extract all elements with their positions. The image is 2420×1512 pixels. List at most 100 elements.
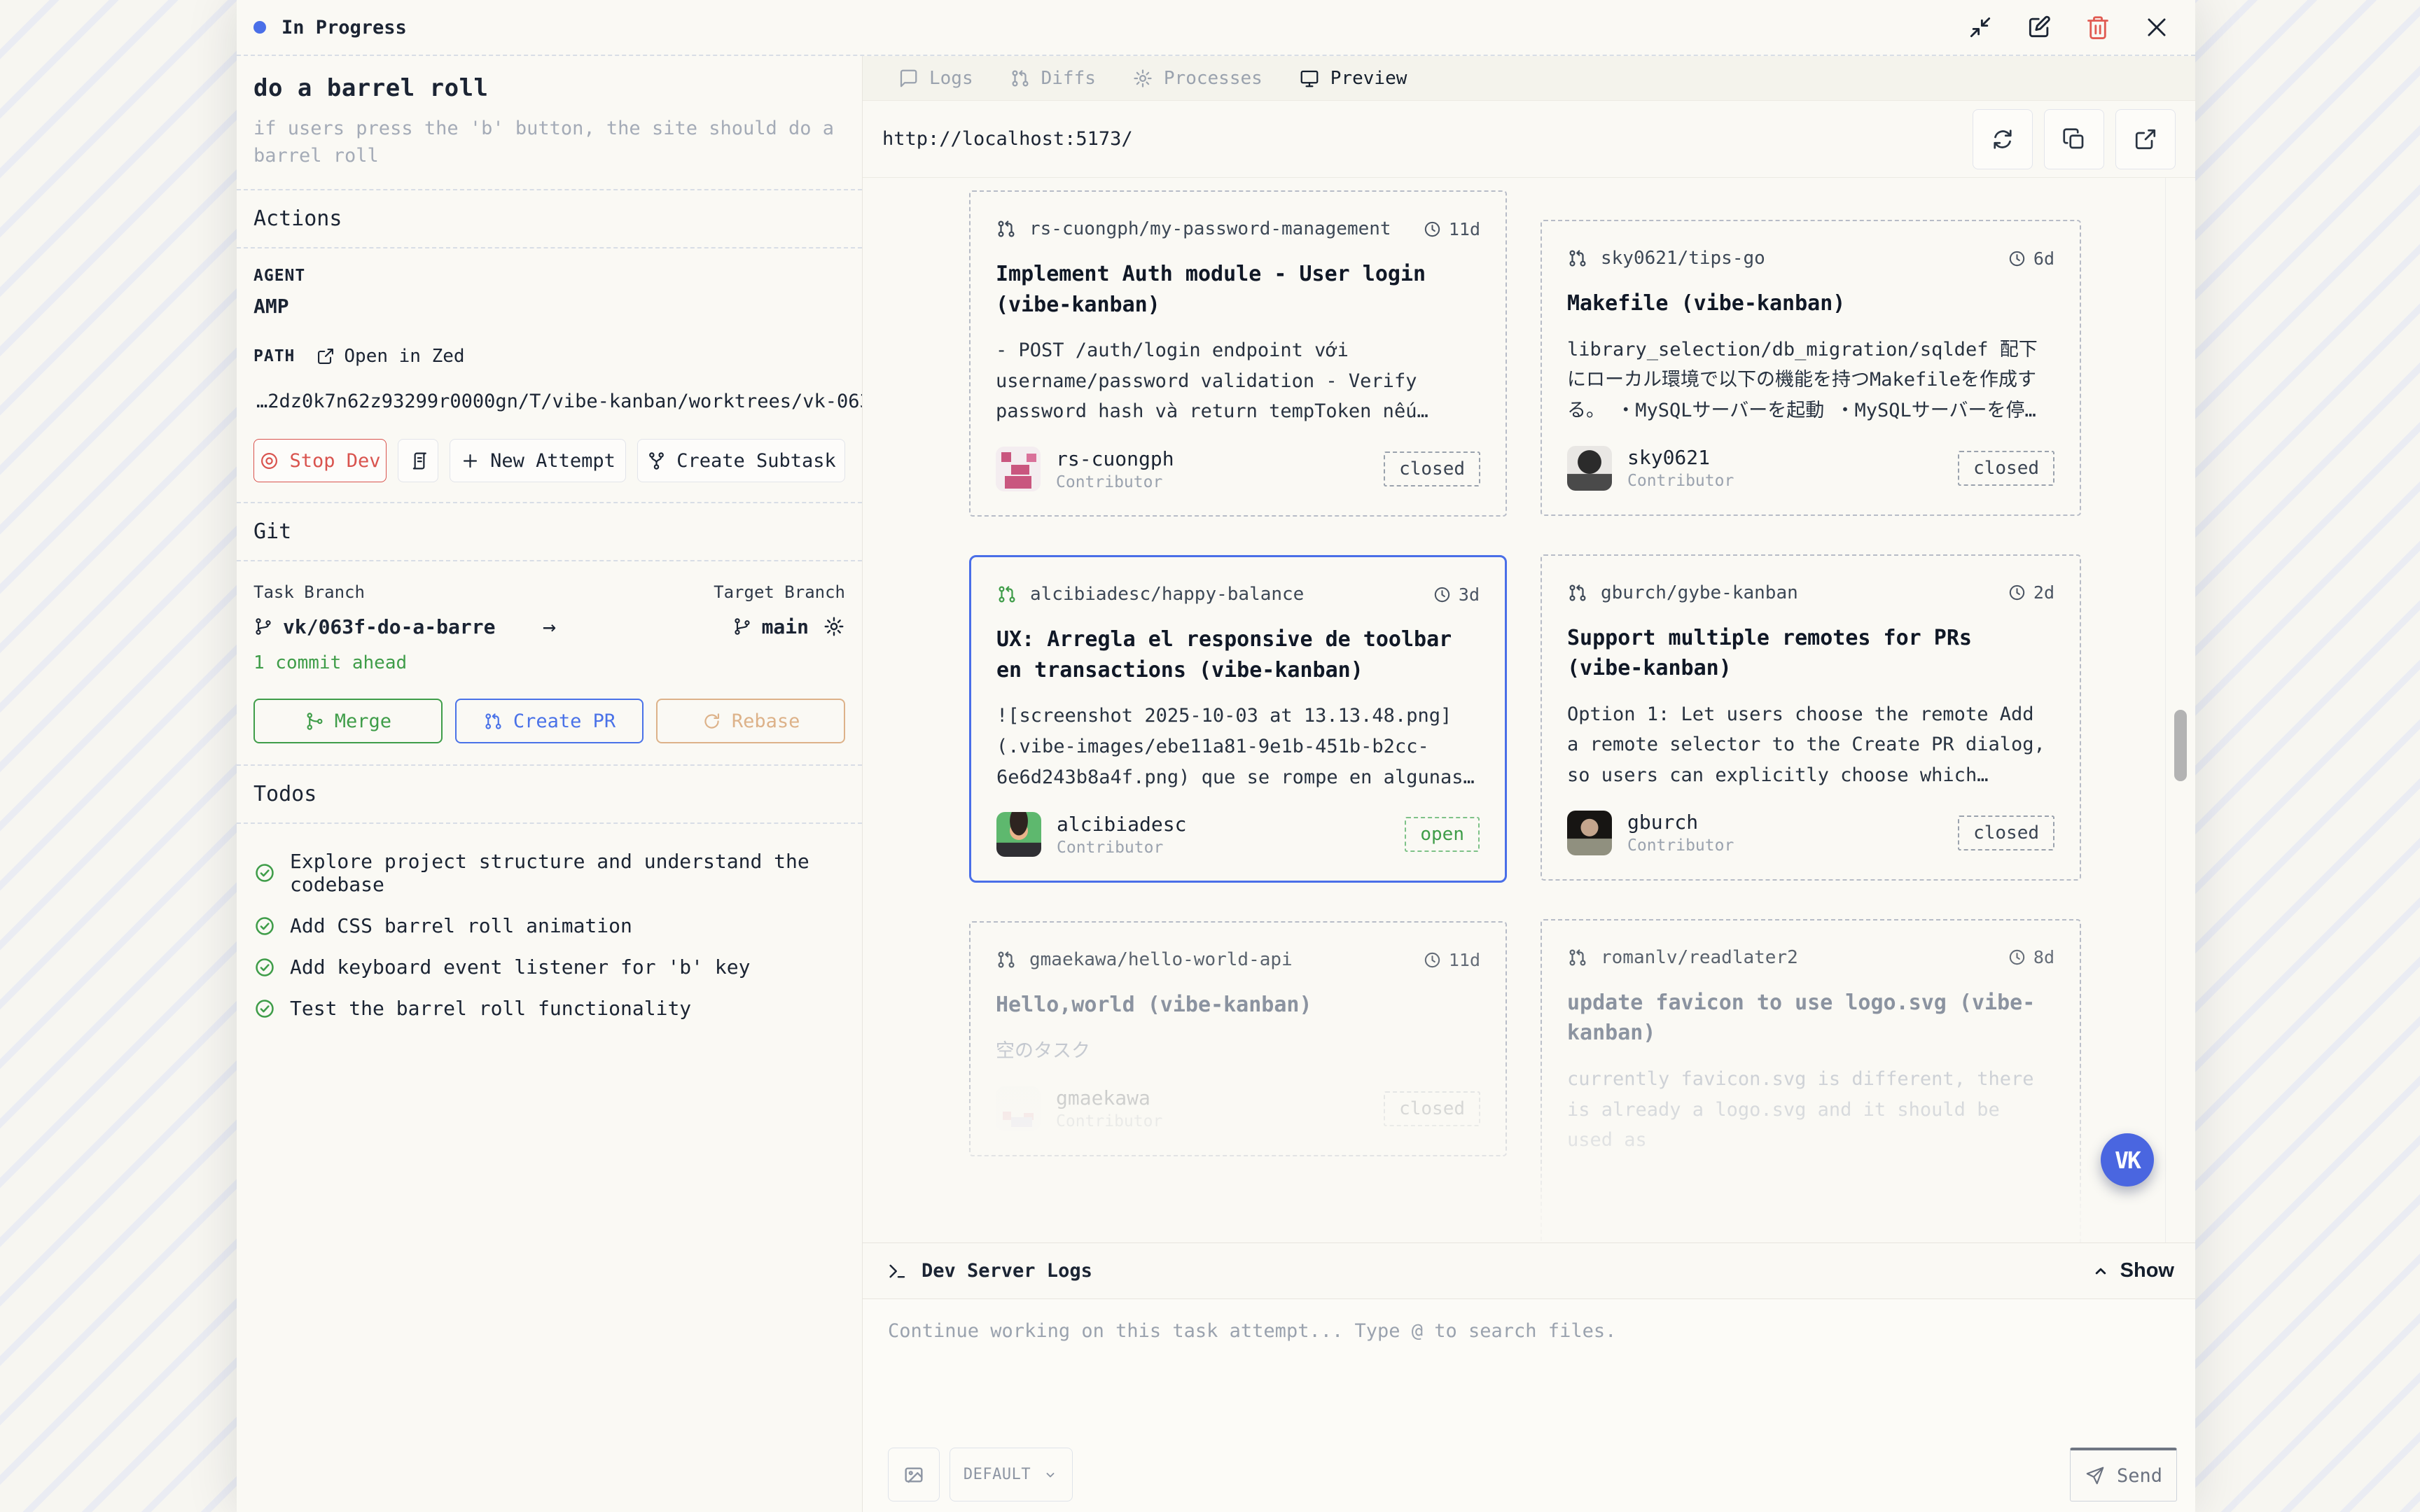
task-sidebar: do a barrel roll if users press the 'b' … [237,56,863,1512]
message-input[interactable] [888,1320,2153,1439]
git-branch-icon [734,618,750,636]
terminal-icon [889,1264,905,1278]
edit-icon [2029,15,2050,38]
kanban-column-left: rs-cuongph/my-password-management 11d Im… [969,190,1507,1156]
new-attempt-button[interactable]: New Attempt [450,439,626,483]
card-age-value: 3d [1458,584,1480,605]
card-author-role: Contributor [1627,472,1734,491]
edit-task-button[interactable] [2026,14,2052,41]
todo-text: Explore project structure and understand… [290,850,809,897]
chevron-down-icon [1046,1472,1055,1477]
task-card[interactable]: rs-cuongph/my-password-management 11d Im… [969,190,1507,517]
scrollbar-thumb[interactable] [2174,710,2187,781]
card-age-value: 6d [2033,248,2054,269]
card-age-value: 11d [1448,949,1480,970]
tab-logs[interactable]: Logs [898,68,973,89]
agent-value: AMP [253,295,289,318]
card-author: sky0621 [1627,446,1711,470]
card-avatar [996,447,1041,492]
minimize-button[interactable] [1967,14,1994,41]
card-author-role: Contributor [1057,838,1164,857]
task-card[interactable]: gburch/gybe-kanban 2d Support multiple r… [1541,554,2081,881]
card-body: 空のタスク [996,1040,1090,1062]
card-status-badge: closed [1958,450,2054,486]
target-branch-label: Target Branch [714,582,845,603]
pull-request-icon [1010,68,1031,89]
card-age: 6d [2008,248,2054,269]
section-git: Git [237,502,862,562]
todo-list: Explore project structure and understand… [237,824,862,1046]
card-body: library_selection/db_migration/sqldef 配下… [1567,338,2044,421]
card-status-badge: closed [1384,451,1480,487]
card-author-role: Contributor [1056,1112,1163,1131]
task-card[interactable]: romanlv/readlater2 8d update favicon to … [1541,918,2081,1242]
copy-url-button[interactable] [2044,108,2104,169]
card-title: Implement Auth module - User login (vibe… [996,262,1426,317]
target-branch-name: main [761,615,809,638]
vibe-kanban-badge[interactable]: VK [2101,1133,2154,1186]
task-card[interactable]: sky0621/tips-go 6d Makefile (vibe-kanban… [1541,220,2081,516]
stop-dev-button[interactable]: Stop Dev [253,439,387,483]
kanban-column-right: sky0621/tips-go 6d Makefile (vibe-kanban… [1541,220,2081,1242]
task-card[interactable]: gmaekawa/hello-world-api 11d Hello,world… [969,921,1507,1156]
tabs: Logs Diffs Processes Preview [863,56,2195,101]
tab-processes[interactable]: Processes [1132,68,1263,89]
git-branch-icon [256,618,271,636]
refresh-button[interactable] [1973,108,2033,169]
card-age: 8d [2008,947,2054,967]
create-subtask-label: Create Subtask [676,449,836,472]
card-avatar [996,1086,1041,1131]
dialog-header: In Progress [237,0,2195,56]
dev-logs-button[interactable] [398,439,438,483]
card-title: Support multiple remotes for PRs (vibe-k… [1567,625,1972,681]
external-link-icon [2135,129,2156,149]
card-author-role: Contributor [1627,836,1734,855]
chat-bubble-icon [898,68,919,89]
todo-item: Add CSS barrel roll animation [253,905,845,946]
model-selector[interactable]: DEFAULT [950,1448,1073,1502]
external-link-icon [318,349,334,365]
path-label: PATH [253,347,295,366]
merge-button[interactable]: Merge [253,699,443,744]
model-selector-value: DEFAULT [963,1466,1031,1483]
create-subtask-button[interactable]: Create Subtask [637,439,845,483]
branch-settings-button[interactable] [823,615,845,638]
check-circle-icon [256,864,274,883]
fork-icon [649,452,665,470]
todo-text: Add keyboard event listener for 'b' key [290,955,751,979]
pull-request-icon [1567,248,1588,269]
delete-task-button[interactable] [2085,14,2111,41]
tab-preview[interactable]: Preview [1299,68,1407,89]
plus-icon [464,454,478,468]
refresh-icon [1994,129,2012,149]
task-card[interactable]: alcibiadesc/happy-balance 3d UX: Arregla… [969,555,1507,883]
card-body: - POST /auth/login endpoint với username… [996,340,1417,423]
open-in-zed-button[interactable]: Open in Zed [316,346,465,367]
preview-url[interactable]: http://localhost:5173/ [882,128,1133,150]
clock-icon [2009,950,2025,965]
scroll-icon [412,452,426,470]
stop-circle-icon [261,452,278,469]
copy-icon [2063,127,2084,148]
minimize-icon [1970,17,1991,38]
chevron-up-icon [2095,1268,2106,1274]
task-branch-name: vk/063f-do-a-barre [283,615,496,638]
open-external-button[interactable] [2115,108,2176,169]
send-label: Send [2116,1464,2163,1487]
tab-diffs[interactable]: Diffs [1010,68,1096,89]
pull-request-icon [485,713,501,729]
attach-image-button[interactable] [888,1448,940,1502]
commit-status: 1 commit ahead [253,652,408,674]
section-actions: Actions [237,189,862,249]
card-status-badge: closed [1958,815,2054,850]
close-dialog-button[interactable] [2143,14,2170,41]
trash-icon [2087,16,2108,39]
check-circle-icon [256,1000,274,1018]
send-button[interactable]: Send [2070,1448,2177,1502]
target-branch: main [556,615,845,638]
show-logs-toggle[interactable]: Show [2091,1259,2174,1282]
rebase-button[interactable]: Rebase [656,699,846,744]
create-pr-button[interactable]: Create PR [454,699,644,744]
check-circle-icon [256,958,274,976]
todo-item: Explore project structure and understand… [253,841,845,905]
